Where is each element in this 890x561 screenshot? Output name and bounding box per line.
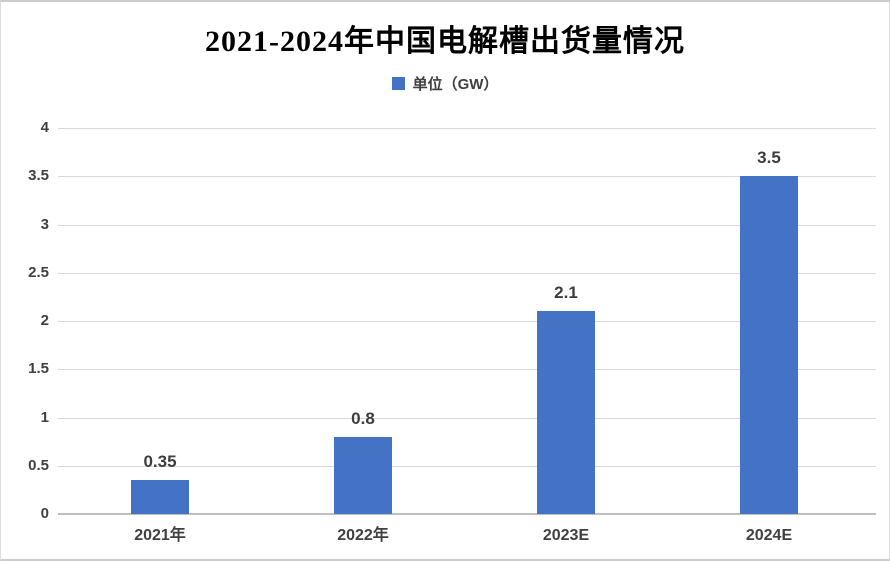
y-axis-tick-label: 0 (40, 505, 49, 522)
gridline (58, 272, 876, 274)
x-axis-category-label: 2021年 (134, 527, 186, 544)
y-axis-tick-label: 0.5 (28, 456, 49, 474)
bar-value-label: 3.5 (757, 148, 781, 168)
legend-swatch-icon (391, 77, 405, 90)
bar-2024E (740, 176, 798, 514)
gridline (58, 176, 876, 178)
gridline (58, 369, 876, 371)
bar-2023E (537, 311, 595, 514)
legend: 单位（GW） (1, 73, 889, 94)
x-axis-line (58, 513, 876, 515)
gridline (58, 224, 876, 226)
x-axis-category-label: 2024E (745, 527, 793, 544)
gridline (58, 465, 876, 467)
y-axis-tick-label: 2 (40, 312, 49, 329)
y-axis-tick-label: 3.5 (28, 167, 49, 185)
y-axis-tick-label: 1.5 (28, 360, 49, 378)
legend-label: 单位（GW） (412, 76, 499, 93)
x-axis-category-label: 2022年 (337, 527, 389, 544)
bar-value-label: 0.35 (143, 452, 177, 472)
bar-2022年 (334, 436, 392, 514)
gridline (58, 321, 876, 322)
chart-title: 2021-2024年中国电解槽出货量情况 (205, 25, 685, 58)
y-axis-tick-label: 2.5 (28, 263, 49, 281)
bar-value-label: 2.1 (554, 283, 578, 303)
y-axis-tick-label: 3 (40, 215, 49, 233)
y-axis-tick-label: 4 (40, 119, 49, 136)
bar-2021年 (131, 480, 189, 514)
gridline (58, 128, 876, 129)
bar-value-label: 0.8 (351, 408, 375, 428)
y-axis-tick-label: 1 (40, 408, 49, 426)
x-axis-category-label: 2023E (542, 527, 590, 544)
gridline (58, 417, 876, 419)
